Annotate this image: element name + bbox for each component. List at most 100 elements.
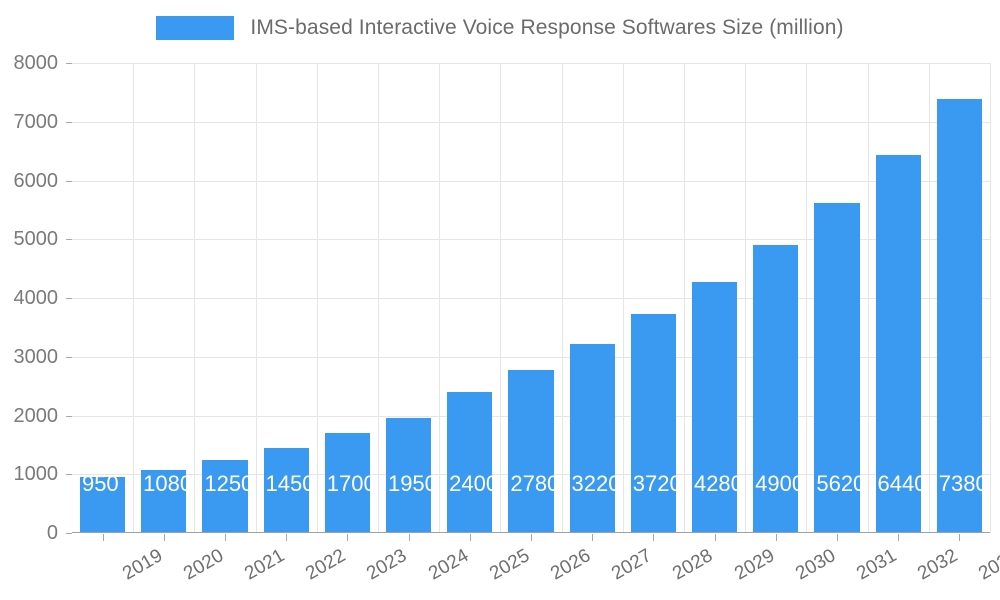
x-axis-tick-mark [959, 534, 960, 541]
bar[interactable] [447, 392, 493, 533]
bar-slot[interactable]: 1080 [141, 63, 192, 533]
gridline-vertical [623, 63, 624, 533]
x-axis-tick-label: 2024 [424, 545, 472, 585]
gridline-horizontal [72, 63, 990, 64]
y-axis-tick-label: 0 [46, 522, 58, 544]
plot-area: 950 1080 1250 1450 1700 1950 2400 2780 3220 3720 4… [72, 63, 991, 533]
bar[interactable] [875, 154, 921, 533]
bar-slot[interactable]: 1700 [324, 63, 376, 533]
gridline-vertical [133, 63, 134, 533]
y-axis-tick-mark [66, 474, 72, 476]
gridline-vertical [745, 63, 746, 533]
bar-slot[interactable]: 3720 [630, 63, 682, 533]
y-axis-tick-mark [66, 180, 72, 182]
x-axis-tick-mark [409, 534, 410, 541]
legend-label: IMS-based Interactive Voice Response Sof… [250, 16, 844, 39]
chart-legend: IMS-based Interactive Voice Response Sof… [0, 10, 1000, 46]
bar[interactable] [79, 477, 126, 533]
x-axis-tick-label: 2020 [179, 545, 228, 585]
gridline-vertical [317, 63, 318, 533]
x-axis-tick-mark [837, 534, 838, 541]
x-axis-tick-mark [347, 534, 348, 541]
x-axis-tick-label: 2032 [914, 545, 962, 585]
bar-slot[interactable]: 1250 [202, 63, 253, 533]
y-axis-tick-label: 6000 [13, 169, 59, 192]
y-axis-tick-mark [66, 298, 72, 299]
y-axis-tick-label: 7000 [13, 110, 59, 133]
gridline-vertical [500, 63, 501, 533]
gridline-vertical [990, 63, 991, 533]
bar-slot[interactable]: 4280 [691, 63, 743, 533]
bar[interactable] [814, 202, 860, 533]
y-axis-tick-label: 3000 [13, 345, 59, 368]
y-axis-tick-mark [66, 63, 72, 64]
x-axis-tick-mark [531, 534, 532, 541]
bar[interactable] [569, 343, 615, 533]
gridline-vertical [806, 63, 807, 533]
x-axis-tick-mark [776, 534, 777, 541]
x-axis-tick-mark [103, 534, 104, 541]
x-axis-tick-mark [164, 534, 165, 541]
x-axis-tick-mark [225, 534, 226, 541]
gridline-vertical [194, 63, 195, 533]
x-axis-tick-mark [898, 534, 899, 541]
y-axis-tick-label: 5000 [13, 228, 59, 251]
y-axis-tick-label: 1000 [13, 463, 59, 486]
bar-slot[interactable]: 3220 [569, 63, 621, 533]
x-axis-tick-label: 2027 [608, 545, 656, 585]
gridline-horizontal [72, 239, 990, 241]
gridline-horizontal [72, 356, 990, 358]
x-axis-tick-mark [592, 534, 593, 541]
bar[interactable] [508, 369, 554, 533]
bar[interactable] [202, 459, 248, 533]
bar[interactable] [385, 418, 432, 533]
gridline-horizontal [72, 121, 990, 123]
x-axis-tick-label: 2023 [363, 545, 411, 585]
bar-slot[interactable]: 6440 [875, 63, 927, 533]
x-axis-tick-label: 2019 [118, 545, 166, 585]
x-axis-tick-label: 2026 [547, 545, 595, 585]
x-axis-tick-mark [286, 534, 287, 541]
bar-slot[interactable]: 7380 [936, 63, 988, 533]
y-axis-tick-label: 8000 [13, 52, 59, 74]
x-axis-tick-mark [653, 534, 654, 541]
x-axis-tick-label: 2028 [669, 545, 717, 585]
bar[interactable] [630, 314, 677, 533]
bar-slot[interactable]: 4900 [753, 63, 804, 533]
y-axis-tick-label: 2000 [13, 404, 59, 427]
y-axis-tick-mark [66, 121, 72, 123]
gridline-vertical [256, 63, 257, 533]
bar-slot[interactable]: 2400 [447, 63, 498, 533]
gridline-vertical [868, 63, 869, 533]
bar-slot[interactable]: 1450 [263, 63, 315, 533]
bar[interactable] [263, 447, 309, 533]
gridline-vertical [562, 63, 563, 533]
y-axis-tick-mark [66, 533, 72, 534]
bar-slot[interactable]: 1950 [385, 63, 437, 533]
bar[interactable] [691, 281, 738, 533]
gridline-horizontal [72, 298, 990, 299]
x-axis-tick-mark [715, 534, 716, 541]
x-axis-tick-mark [470, 534, 471, 541]
y-axis-tick-label: 4000 [13, 287, 59, 309]
bar-slot[interactable]: 950 [79, 63, 126, 533]
bar[interactable] [753, 245, 799, 533]
gridline-vertical [378, 63, 379, 533]
bar[interactable] [936, 99, 983, 533]
x-axis-line [72, 532, 990, 533]
gridline-vertical [684, 63, 685, 533]
bar-slot[interactable]: 2780 [508, 63, 559, 533]
bar[interactable] [141, 469, 187, 533]
legend-color-swatch [156, 16, 235, 40]
bar-slot[interactable]: 5620 [814, 63, 865, 533]
x-axis-tick-label: 2022 [302, 545, 350, 585]
x-axis-tick-label: 2021 [241, 545, 289, 585]
x-axis-tick-label: 2029 [730, 545, 778, 585]
bar[interactable] [324, 433, 371, 533]
gridline-vertical [439, 63, 440, 533]
y-axis-tick-mark [66, 415, 72, 417]
y-axis-tick-mark [66, 356, 72, 358]
y-axis-tick-mark [66, 239, 72, 241]
x-axis-tick-label: 2025 [485, 545, 534, 585]
